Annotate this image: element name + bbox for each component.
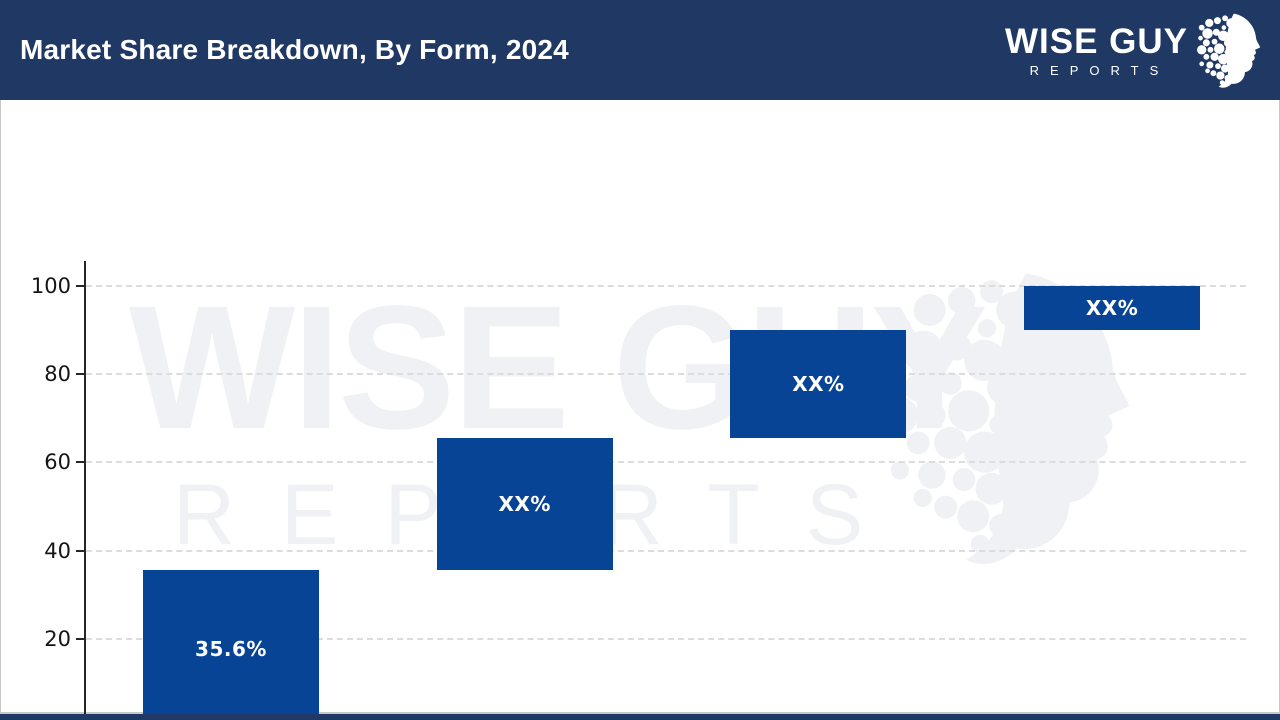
bar-value-label: XX%	[1085, 296, 1139, 321]
gridline	[86, 637, 1246, 640]
dotted-head-icon	[1197, 13, 1261, 88]
logo-subtitle: REPORTS	[1029, 62, 1170, 78]
y-tick-label: 20	[44, 626, 71, 651]
bar-segment: XX%	[730, 330, 907, 439]
bar-value-label: 35.6%	[195, 636, 267, 661]
gridline	[86, 373, 1246, 376]
y-tick-label: 60	[44, 450, 71, 475]
gridline	[86, 285, 1246, 288]
y-axis-spine	[84, 261, 86, 720]
y-tick-label: 100	[30, 274, 71, 299]
gridline	[86, 461, 1246, 464]
bar-segment: XX%	[436, 438, 613, 571]
logo-wordmark: WISE GUY	[1004, 22, 1188, 62]
y-tick-label: 80	[44, 362, 71, 387]
bar-segment: XX%	[1024, 286, 1201, 331]
y-tick	[76, 549, 84, 552]
y-tick	[76, 637, 84, 640]
bar-value-label: XX%	[498, 492, 551, 517]
wise-guy-logo: WISE GUY REPORTS	[1005, 8, 1266, 94]
y-tick-label: 40	[44, 538, 71, 563]
logo-text: WISE GUY REPORTS	[1004, 22, 1188, 78]
y-tick	[76, 373, 84, 376]
gridline	[86, 549, 1246, 552]
y-tick	[76, 461, 84, 464]
chart-panel: WISE GUY REPORTS 02040608010035.6%Liquid…	[0, 100, 1280, 720]
plot-area: 02040608010035.6%LiquidXX%FoamXX%BarXX%G…	[31, 261, 1246, 720]
header: Market Share Breakdown, By Form, 2024 WI…	[0, 0, 1280, 100]
watermark-head-icon	[881, 273, 1130, 565]
chart-title: Market Share Breakdown, By Form, 2024	[20, 34, 569, 65]
footer-bar	[0, 714, 1280, 720]
bar-value-label: XX%	[792, 372, 845, 397]
y-tick	[76, 285, 84, 288]
bar-segment: 35.6%	[143, 570, 319, 720]
